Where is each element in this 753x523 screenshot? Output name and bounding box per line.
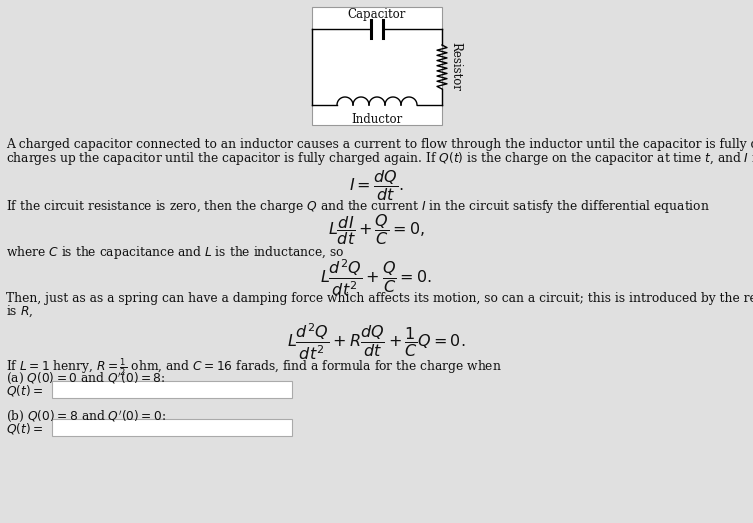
Text: $Q(t) =$: $Q(t) =$ [6,383,43,398]
Text: Inductor: Inductor [352,113,403,126]
Text: $L\dfrac{d^2Q}{dt^2} + R\dfrac{dQ}{dt} + \dfrac{1}{C}Q = 0.$: $L\dfrac{d^2Q}{dt^2} + R\dfrac{dQ}{dt} +… [287,322,465,362]
Text: (a) $Q(0) = 0$ and $Q'(0) = 8$:: (a) $Q(0) = 0$ and $Q'(0) = 8$: [6,370,166,385]
Text: $Q(t) =$: $Q(t) =$ [6,421,43,436]
FancyBboxPatch shape [52,381,292,398]
Text: Resistor: Resistor [450,42,462,92]
Text: $I = \dfrac{dQ}{dt}.$: $I = \dfrac{dQ}{dt}.$ [349,168,404,203]
Text: charges up the capacitor until the capacitor is fully charged again. If $Q(t)$ i: charges up the capacitor until the capac… [6,150,753,167]
Text: where $C$ is the capacitance and $L$ is the inductance, so: where $C$ is the capacitance and $L$ is … [6,244,345,261]
Text: If $L = 1$ henry, $R = \frac{1}{2}$ ohm, and $C = 16$ farads, find a formula for: If $L = 1$ henry, $R = \frac{1}{2}$ ohm,… [6,356,501,378]
Text: If the circuit resistance is zero, then the charge $Q$ and the current $I$ in th: If the circuit resistance is zero, then … [6,198,710,215]
Text: A charged capacitor connected to an inductor causes a current to flow through th: A charged capacitor connected to an indu… [6,138,753,151]
Text: $L\dfrac{d^2Q}{dt^2} + \dfrac{Q}{C} = 0.$: $L\dfrac{d^2Q}{dt^2} + \dfrac{Q}{C} = 0.… [320,258,432,299]
Text: is $R$,: is $R$, [6,304,33,320]
Text: $L\dfrac{dI}{dt} + \dfrac{Q}{C} = 0,$: $L\dfrac{dI}{dt} + \dfrac{Q}{C} = 0,$ [328,212,425,247]
FancyBboxPatch shape [52,419,292,436]
Text: Then, just as as a spring can have a damping force which affects its motion, so : Then, just as as a spring can have a dam… [6,292,753,305]
Text: (b) $Q(0) = 8$ and $Q'(0) = 0$:: (b) $Q(0) = 8$ and $Q'(0) = 0$: [6,408,166,424]
Text: Capacitor: Capacitor [348,8,406,21]
FancyBboxPatch shape [312,7,442,125]
